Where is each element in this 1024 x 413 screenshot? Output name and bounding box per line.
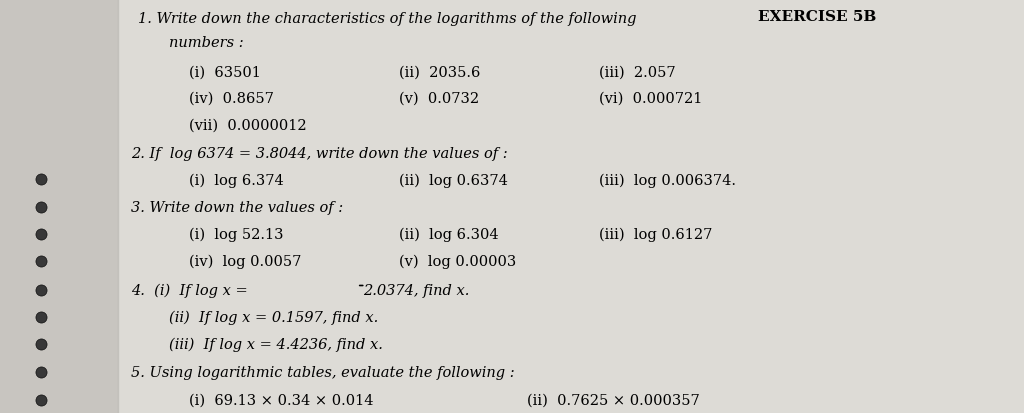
Text: 3. Write down the values of :: 3. Write down the values of : xyxy=(131,201,343,215)
Text: (vii)  0.0000012: (vii) 0.0000012 xyxy=(189,118,307,132)
Text: 5. Using logarithmic tables, evaluate the following :: 5. Using logarithmic tables, evaluate th… xyxy=(131,366,515,380)
Text: (iii)  2.057: (iii) 2.057 xyxy=(599,65,676,79)
Text: (v)  log 0.00003: (v) log 0.00003 xyxy=(399,254,517,268)
Text: EXERCISE 5B: EXERCISE 5B xyxy=(758,10,877,24)
Text: (ii)  2035.6: (ii) 2035.6 xyxy=(399,65,480,79)
Bar xyxy=(0,0,118,413)
Text: (ii)  log 6.304: (ii) log 6.304 xyxy=(399,228,499,242)
Text: 2. If  log 6374 = 3.8044, write down the values of :: 2. If log 6374 = 3.8044, write down the … xyxy=(131,147,508,161)
Text: (i)  69.13 × 0.34 × 0.014: (i) 69.13 × 0.34 × 0.014 xyxy=(189,393,374,407)
Text: 4.  (i)  If log x =: 4. (i) If log x = xyxy=(131,283,253,297)
Text: (iii)  log 0.6127: (iii) log 0.6127 xyxy=(599,228,713,242)
Text: 2.0374, find x.: 2.0374, find x. xyxy=(364,283,470,297)
Text: 1. Write down the characteristics of the logarithms of the following: 1. Write down the characteristics of the… xyxy=(138,12,637,26)
Text: (ii)  log 0.6374: (ii) log 0.6374 xyxy=(399,173,508,188)
Text: (iv)  log 0.0057: (iv) log 0.0057 xyxy=(189,254,302,268)
Text: (iii)  log 0.006374.: (iii) log 0.006374. xyxy=(599,173,736,188)
Text: numbers :: numbers : xyxy=(169,36,244,50)
Text: (ii)  If log x = 0.1597, find x.: (ii) If log x = 0.1597, find x. xyxy=(169,310,378,324)
Text: (i)  63501: (i) 63501 xyxy=(189,65,261,79)
Text: (iv)  0.8657: (iv) 0.8657 xyxy=(189,91,274,105)
Text: (iii)  If log x = 4.4236, find x.: (iii) If log x = 4.4236, find x. xyxy=(169,337,383,351)
Text: (i)  log 52.13: (i) log 52.13 xyxy=(189,228,284,242)
Text: (v)  0.0732: (v) 0.0732 xyxy=(399,91,479,105)
Text: (vi)  0.000721: (vi) 0.000721 xyxy=(599,91,702,105)
Text: (ii)  0.7625 × 0.000357: (ii) 0.7625 × 0.000357 xyxy=(527,393,700,407)
Text: (i)  log 6.374: (i) log 6.374 xyxy=(189,173,285,188)
